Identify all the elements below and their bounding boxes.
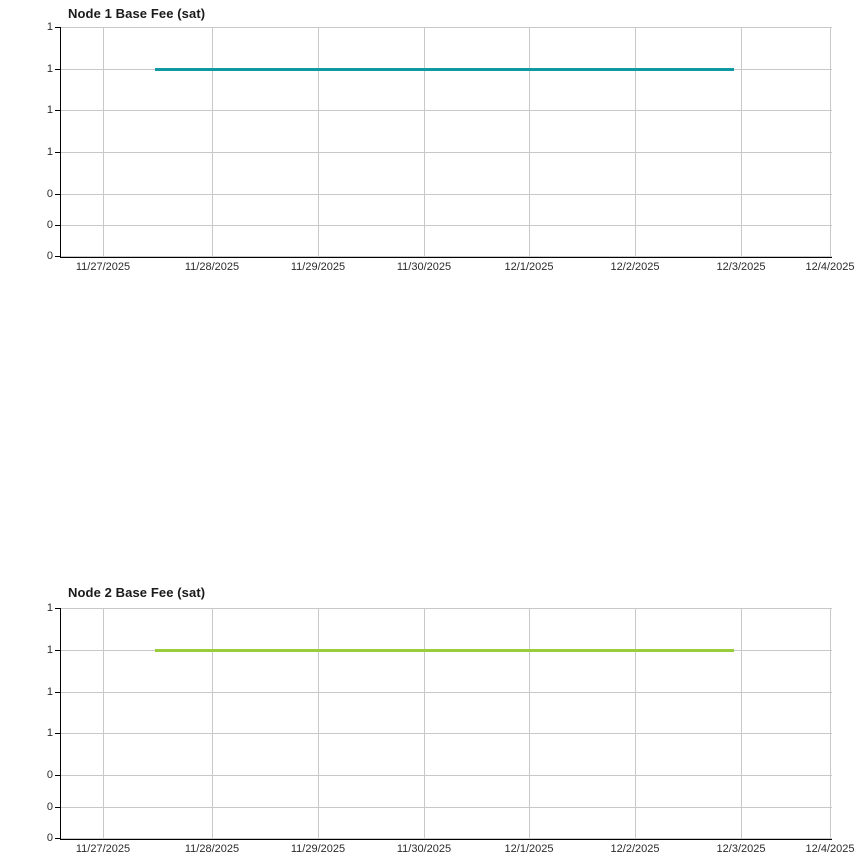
- x-tick-label: 12/3/2025: [716, 261, 766, 273]
- gridline-horizontal: [60, 152, 832, 153]
- x-axis-labels-node-1: 11/27/2025 11/28/2025 11/29/2025 11/30/2025…: [60, 261, 855, 281]
- y-axis-line-node-2: [60, 608, 61, 840]
- gridline-vertical: [103, 27, 104, 257]
- series-line: [155, 68, 734, 71]
- y-axis-tick: [55, 27, 60, 28]
- series-line: [155, 649, 734, 652]
- y-axis-tick: [55, 256, 60, 257]
- x-tick-label: 11/27/2025: [75, 261, 131, 273]
- x-tick-label: 12/2/2025: [610, 261, 660, 273]
- x-tick-label: 11/29/2025: [290, 843, 346, 855]
- gridline-vertical: [212, 27, 213, 257]
- x-tick-label: 11/30/2025: [396, 261, 452, 273]
- chart-panel-node-2: Node 2 Base Fee (sat) 1 1 1 1 0 0 0 11/27/2025…: [0, 290, 860, 855]
- y-tick-label: 1: [46, 146, 53, 158]
- y-tick-label: 1: [46, 644, 53, 656]
- gridline-vertical: [103, 608, 104, 839]
- gridline-vertical: [830, 608, 831, 839]
- gridline-horizontal: [60, 807, 832, 808]
- x-tick-label: 11/30/2025: [396, 843, 452, 855]
- gridline-horizontal: [60, 27, 832, 28]
- gridline-vertical: [741, 608, 742, 839]
- plot-area-node-1: [55, 27, 832, 257]
- gridline-horizontal: [60, 608, 832, 609]
- x-tick-label: 12/4/2025: [805, 261, 855, 273]
- gridline-horizontal: [60, 256, 832, 257]
- x-tick-label: 11/27/2025: [75, 843, 131, 855]
- gridline-vertical: [424, 27, 425, 257]
- y-tick-label: 0: [46, 188, 53, 200]
- gridline-horizontal: [60, 225, 832, 226]
- gridline-horizontal: [60, 775, 832, 776]
- y-tick-label: 0: [46, 250, 53, 262]
- y-tick-label: 1: [46, 686, 53, 698]
- gridline-horizontal: [60, 733, 832, 734]
- gridline-vertical: [318, 608, 319, 839]
- y-tick-label: 0: [46, 219, 53, 231]
- x-tick-label: 12/1/2025: [504, 261, 554, 273]
- gridline-vertical: [635, 27, 636, 257]
- y-tick-label: 1: [46, 602, 53, 614]
- y-axis-tick: [55, 110, 60, 111]
- x-tick-label: 11/29/2025: [290, 261, 346, 273]
- gridline-vertical: [529, 27, 530, 257]
- y-tick-label: 1: [46, 104, 53, 116]
- y-tick-label: 0: [46, 801, 53, 813]
- y-axis-tick: [55, 69, 60, 70]
- x-tick-label: 12/1/2025: [504, 843, 554, 855]
- y-axis-tick: [55, 194, 60, 195]
- gridline-vertical: [741, 27, 742, 257]
- gridline-vertical: [830, 27, 831, 257]
- y-tick-label: 0: [46, 769, 53, 781]
- chart-title-node-1: Node 1 Base Fee (sat): [68, 6, 206, 21]
- x-tick-label: 12/3/2025: [716, 843, 766, 855]
- y-axis-tick: [55, 152, 60, 153]
- gridline-horizontal: [60, 692, 832, 693]
- gridline-vertical: [318, 27, 319, 257]
- y-tick-label: 1: [46, 21, 53, 33]
- plot-area-node-2: [55, 608, 832, 839]
- x-tick-label: 11/28/2025: [184, 261, 240, 273]
- x-axis-line-node-1: [60, 257, 832, 258]
- y-tick-label: 1: [46, 63, 53, 75]
- y-axis-labels-node-2: 1 1 1 1 0 0 0: [13, 602, 53, 844]
- gridline-horizontal: [60, 110, 832, 111]
- gridline-vertical: [635, 608, 636, 839]
- x-tick-label: 12/4/2025: [805, 843, 855, 855]
- gridline-vertical: [212, 608, 213, 839]
- chart-title-node-2: Node 2 Base Fee (sat): [68, 585, 206, 600]
- y-axis-tick: [55, 225, 60, 226]
- x-axis-labels-node-2: 11/27/2025 11/28/2025 11/29/2025 11/30/2025…: [60, 843, 855, 863]
- y-axis-line-node-1: [60, 27, 61, 258]
- gridline-horizontal: [60, 194, 832, 195]
- y-tick-label: 1: [46, 727, 53, 739]
- y-axis-labels-node-1: 1 1 1 1 0 0 0: [13, 21, 53, 262]
- gridline-vertical: [424, 608, 425, 839]
- chart-panel-node-1: Node 1 Base Fee (sat) 1 1 1 1 0 0 0 11/27/2025…: [0, 0, 860, 290]
- y-tick-label: 0: [46, 832, 53, 844]
- x-tick-label: 11/28/2025: [184, 843, 240, 855]
- gridline-vertical: [529, 608, 530, 839]
- x-tick-label: 12/2/2025: [610, 843, 660, 855]
- x-axis-line-node-2: [60, 839, 832, 840]
